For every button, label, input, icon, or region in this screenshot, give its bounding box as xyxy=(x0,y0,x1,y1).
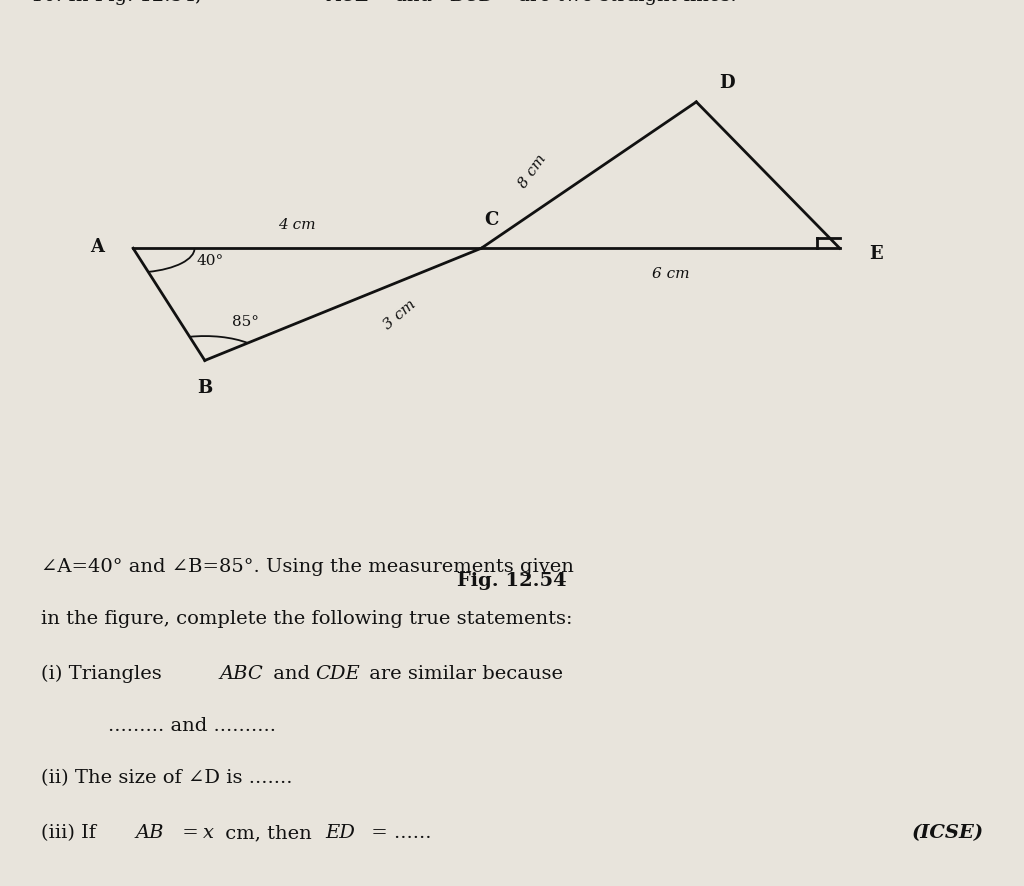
Text: B: B xyxy=(198,379,212,397)
Text: CDE: CDE xyxy=(315,664,360,682)
Text: (ICSE): (ICSE) xyxy=(912,823,984,841)
Text: 40°: 40° xyxy=(197,254,223,268)
Text: ......... and ..........: ......... and .......... xyxy=(109,716,276,734)
Text: (ii) The size of ∠D is .......: (ii) The size of ∠D is ....... xyxy=(41,768,293,786)
Text: AB: AB xyxy=(135,823,164,841)
Text: A: A xyxy=(90,237,104,255)
Text: =: = xyxy=(176,823,205,841)
Text: 6 cm: 6 cm xyxy=(652,267,689,280)
Text: 8 cm: 8 cm xyxy=(516,152,549,190)
Text: D: D xyxy=(719,74,735,92)
Text: and: and xyxy=(267,664,316,682)
Text: and: and xyxy=(389,0,438,4)
Text: ED: ED xyxy=(325,823,354,841)
Text: cm, then: cm, then xyxy=(219,823,318,841)
Text: ∠A=40° and ∠B=85°. Using the measurements given: ∠A=40° and ∠B=85°. Using the measurement… xyxy=(41,557,573,575)
Text: 3 cm: 3 cm xyxy=(381,297,418,332)
Text: 4 cm: 4 cm xyxy=(279,218,315,231)
Text: Fig. 12.54: Fig. 12.54 xyxy=(457,571,567,589)
Text: are similar because: are similar because xyxy=(364,664,563,682)
Text: x: x xyxy=(203,823,214,841)
Text: 85°: 85° xyxy=(232,315,259,329)
Text: (i) Triangles: (i) Triangles xyxy=(41,664,168,682)
Text: E: E xyxy=(868,245,883,263)
Text: ABC: ABC xyxy=(219,664,263,682)
Text: C: C xyxy=(484,211,499,229)
Text: BCD: BCD xyxy=(451,0,496,4)
Text: (iii) If: (iii) If xyxy=(41,823,102,841)
Text: in the figure, complete the following true statements:: in the figure, complete the following tr… xyxy=(41,609,572,627)
Text: ACE: ACE xyxy=(328,0,371,4)
Text: 10. In Fig. 12.54,: 10. In Fig. 12.54, xyxy=(31,0,207,4)
Text: are two straight lines.: are two straight lines. xyxy=(512,0,736,4)
Text: = ......: = ...... xyxy=(366,823,432,841)
